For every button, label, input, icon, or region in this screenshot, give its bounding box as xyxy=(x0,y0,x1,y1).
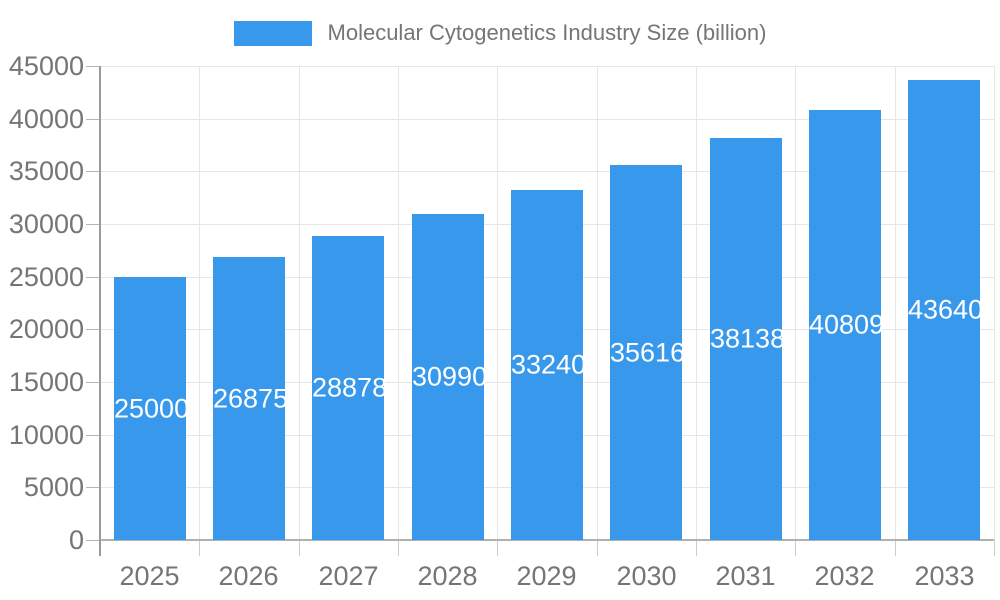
bar[interactable]: 35616 xyxy=(610,165,686,540)
legend-label: Molecular Cytogenetics Industry Size (bi… xyxy=(327,20,767,45)
bar[interactable]: 30990 xyxy=(412,214,488,540)
y-gridline xyxy=(100,171,994,172)
y-axis-tick xyxy=(86,277,100,278)
bar-value-label: 26875 xyxy=(213,383,289,413)
y-axis-tick xyxy=(86,66,100,67)
x-axis-tick-label: 2027 xyxy=(318,561,379,591)
x-axis-tick xyxy=(696,540,697,556)
x-axis-tick-label: 2032 xyxy=(814,561,875,591)
x-axis-tick xyxy=(895,540,896,556)
x-gridline xyxy=(597,66,598,540)
y-axis-tick xyxy=(86,540,100,541)
y-axis-tick xyxy=(86,435,100,436)
x-axis-line xyxy=(100,539,994,541)
y-axis-tick xyxy=(86,382,100,383)
x-axis-tick xyxy=(597,540,598,556)
y-axis-tick xyxy=(86,329,100,330)
x-gridline xyxy=(795,66,796,540)
y-axis-tick xyxy=(86,171,100,172)
y-axis-tick-label: 5000 xyxy=(23,472,84,502)
x-axis-tick xyxy=(795,540,796,556)
x-axis-tick xyxy=(497,540,498,556)
x-gridline xyxy=(994,66,995,540)
y-axis-tick-label: 10000 xyxy=(8,420,84,450)
x-axis-tick-label: 2029 xyxy=(516,561,577,591)
y-axis-tick-label: 30000 xyxy=(8,209,84,239)
y-axis-tick-label: 0 xyxy=(68,525,84,555)
x-axis-tick-label: 2031 xyxy=(715,561,776,591)
bar[interactable]: 25000 xyxy=(114,277,190,540)
x-gridline xyxy=(497,66,498,540)
bar[interactable]: 33240 xyxy=(511,190,587,540)
x-gridline xyxy=(299,66,300,540)
x-axis-tick xyxy=(299,540,300,556)
bar[interactable]: 40809 xyxy=(809,110,885,540)
x-gridline xyxy=(398,66,399,540)
bar-value-label: 40809 xyxy=(809,309,885,340)
bar[interactable]: 28878 xyxy=(312,236,388,540)
legend-swatch xyxy=(233,20,312,46)
bar[interactable]: 38138 xyxy=(710,138,786,540)
legend: Molecular Cytogenetics Industry Size (bi… xyxy=(0,20,1000,46)
y-axis-tick xyxy=(86,487,100,488)
x-gridline xyxy=(895,66,896,540)
bar-value-label: 33240 xyxy=(511,349,587,380)
y-gridline xyxy=(100,119,994,120)
legend-item[interactable]: Molecular Cytogenetics Industry Size (bi… xyxy=(233,20,767,46)
x-axis-tick xyxy=(199,540,200,556)
y-axis-line xyxy=(99,66,101,556)
y-axis-tick-label: 15000 xyxy=(8,367,84,397)
bar-value-label: 35616 xyxy=(610,337,686,367)
bar-value-label: 43640 xyxy=(908,294,984,325)
y-axis-tick-label: 45000 xyxy=(8,51,84,81)
x-axis-tick xyxy=(398,540,399,556)
bar[interactable]: 43640 xyxy=(908,80,984,540)
x-axis-tick-label: 2026 xyxy=(218,561,279,591)
y-axis-tick-label: 35000 xyxy=(8,156,84,186)
bar[interactable]: 26875 xyxy=(213,257,289,540)
x-axis-tick-label: 2028 xyxy=(417,561,478,591)
bar-value-label: 38138 xyxy=(710,323,786,354)
x-axis-tick-label: 2025 xyxy=(119,561,180,591)
y-axis-tick xyxy=(86,119,100,120)
y-axis-tick-label: 25000 xyxy=(8,262,84,292)
y-gridline xyxy=(100,66,994,67)
y-axis-tick-label: 40000 xyxy=(8,104,84,134)
bar-value-label: 28878 xyxy=(312,372,388,403)
bar-value-label: 25000 xyxy=(114,393,190,423)
y-axis-tick xyxy=(86,224,100,225)
x-gridline xyxy=(696,66,697,540)
bar-value-label: 30990 xyxy=(412,361,488,392)
x-axis-tick-label: 2033 xyxy=(914,561,975,591)
y-axis-tick-label: 20000 xyxy=(8,314,84,344)
x-axis-tick xyxy=(994,540,995,556)
x-gridline xyxy=(199,66,200,540)
x-axis-tick-label: 2030 xyxy=(616,561,677,591)
